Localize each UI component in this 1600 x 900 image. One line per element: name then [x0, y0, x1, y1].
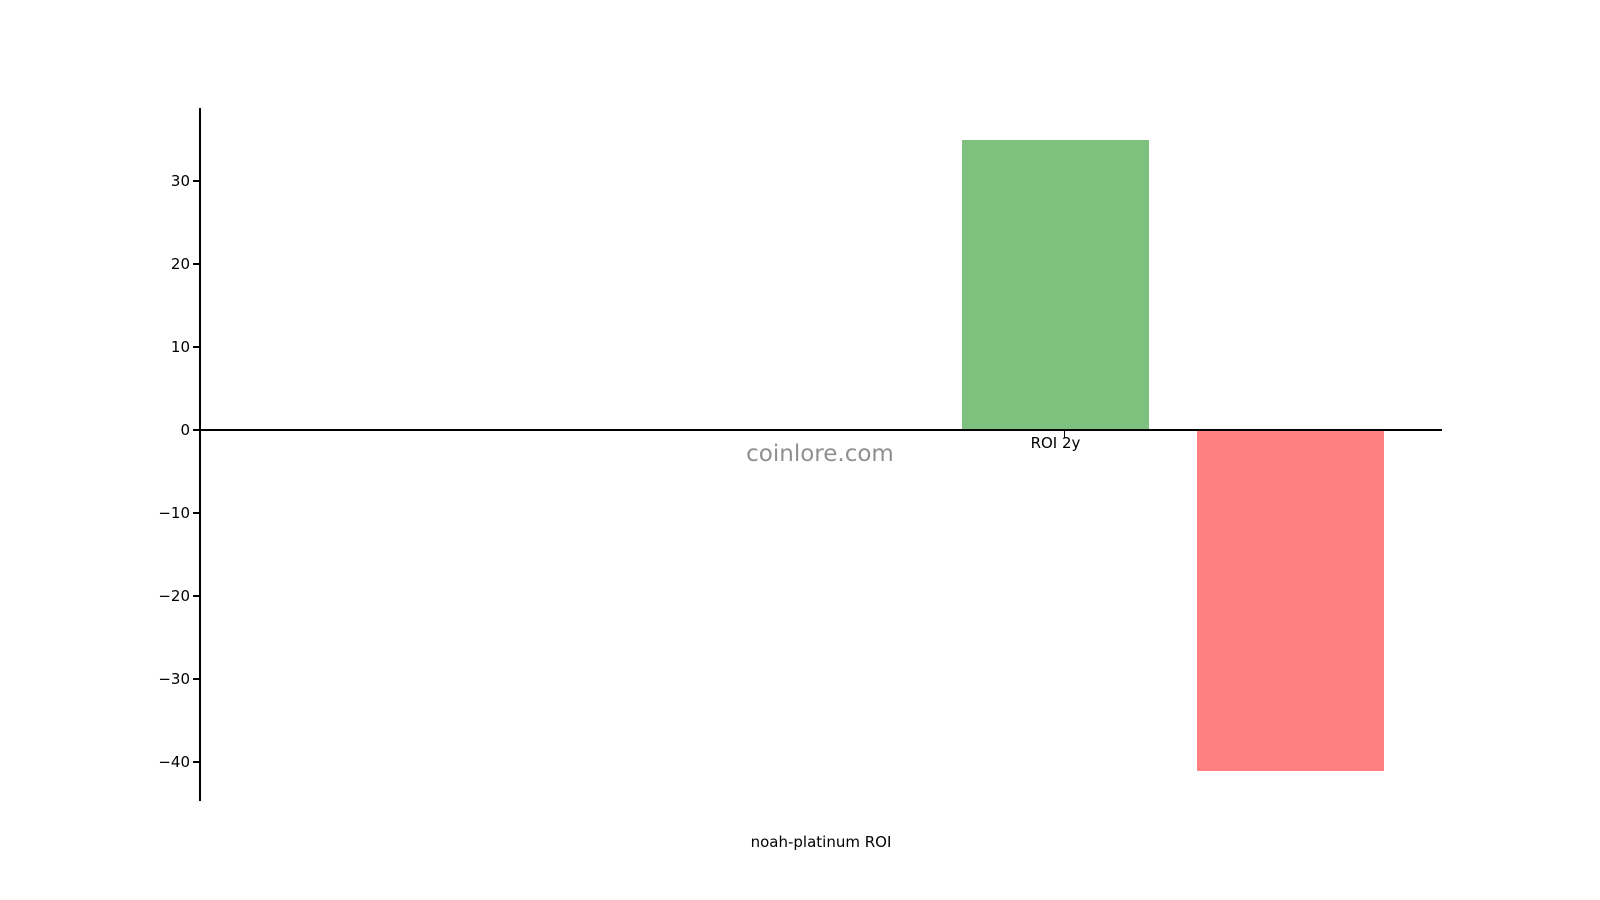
y-tick-mark [193, 595, 200, 597]
y-axis-line [199, 108, 201, 801]
x-tick-label: ROI 2y [1030, 434, 1081, 452]
positive-roi-bar [962, 139, 1149, 430]
y-tick-label: −40 [158, 753, 190, 771]
y-tick-mark [193, 346, 200, 348]
negative-roi-bar [1196, 430, 1384, 771]
y-tick-label: −30 [158, 670, 190, 688]
y-tick-mark [193, 678, 200, 680]
y-tick-label: 0 [180, 421, 190, 439]
y-tick-mark [193, 761, 200, 763]
y-tick-mark [193, 429, 200, 431]
y-tick-mark [193, 180, 200, 182]
y-tick-mark [193, 263, 200, 265]
watermark-text: coinlore.com [746, 441, 894, 467]
x-axis-title: noah-platinum ROI [750, 833, 892, 851]
x-tick-mark [1063, 430, 1065, 438]
y-tick-label: 20 [170, 255, 190, 273]
y-tick-label: 10 [170, 338, 190, 356]
y-tick-mark [193, 512, 200, 514]
y-tick-label: −20 [158, 587, 190, 605]
y-tick-label: 30 [170, 172, 190, 190]
x-axis-zero-line [199, 429, 1442, 431]
y-tick-label: −10 [158, 504, 190, 522]
